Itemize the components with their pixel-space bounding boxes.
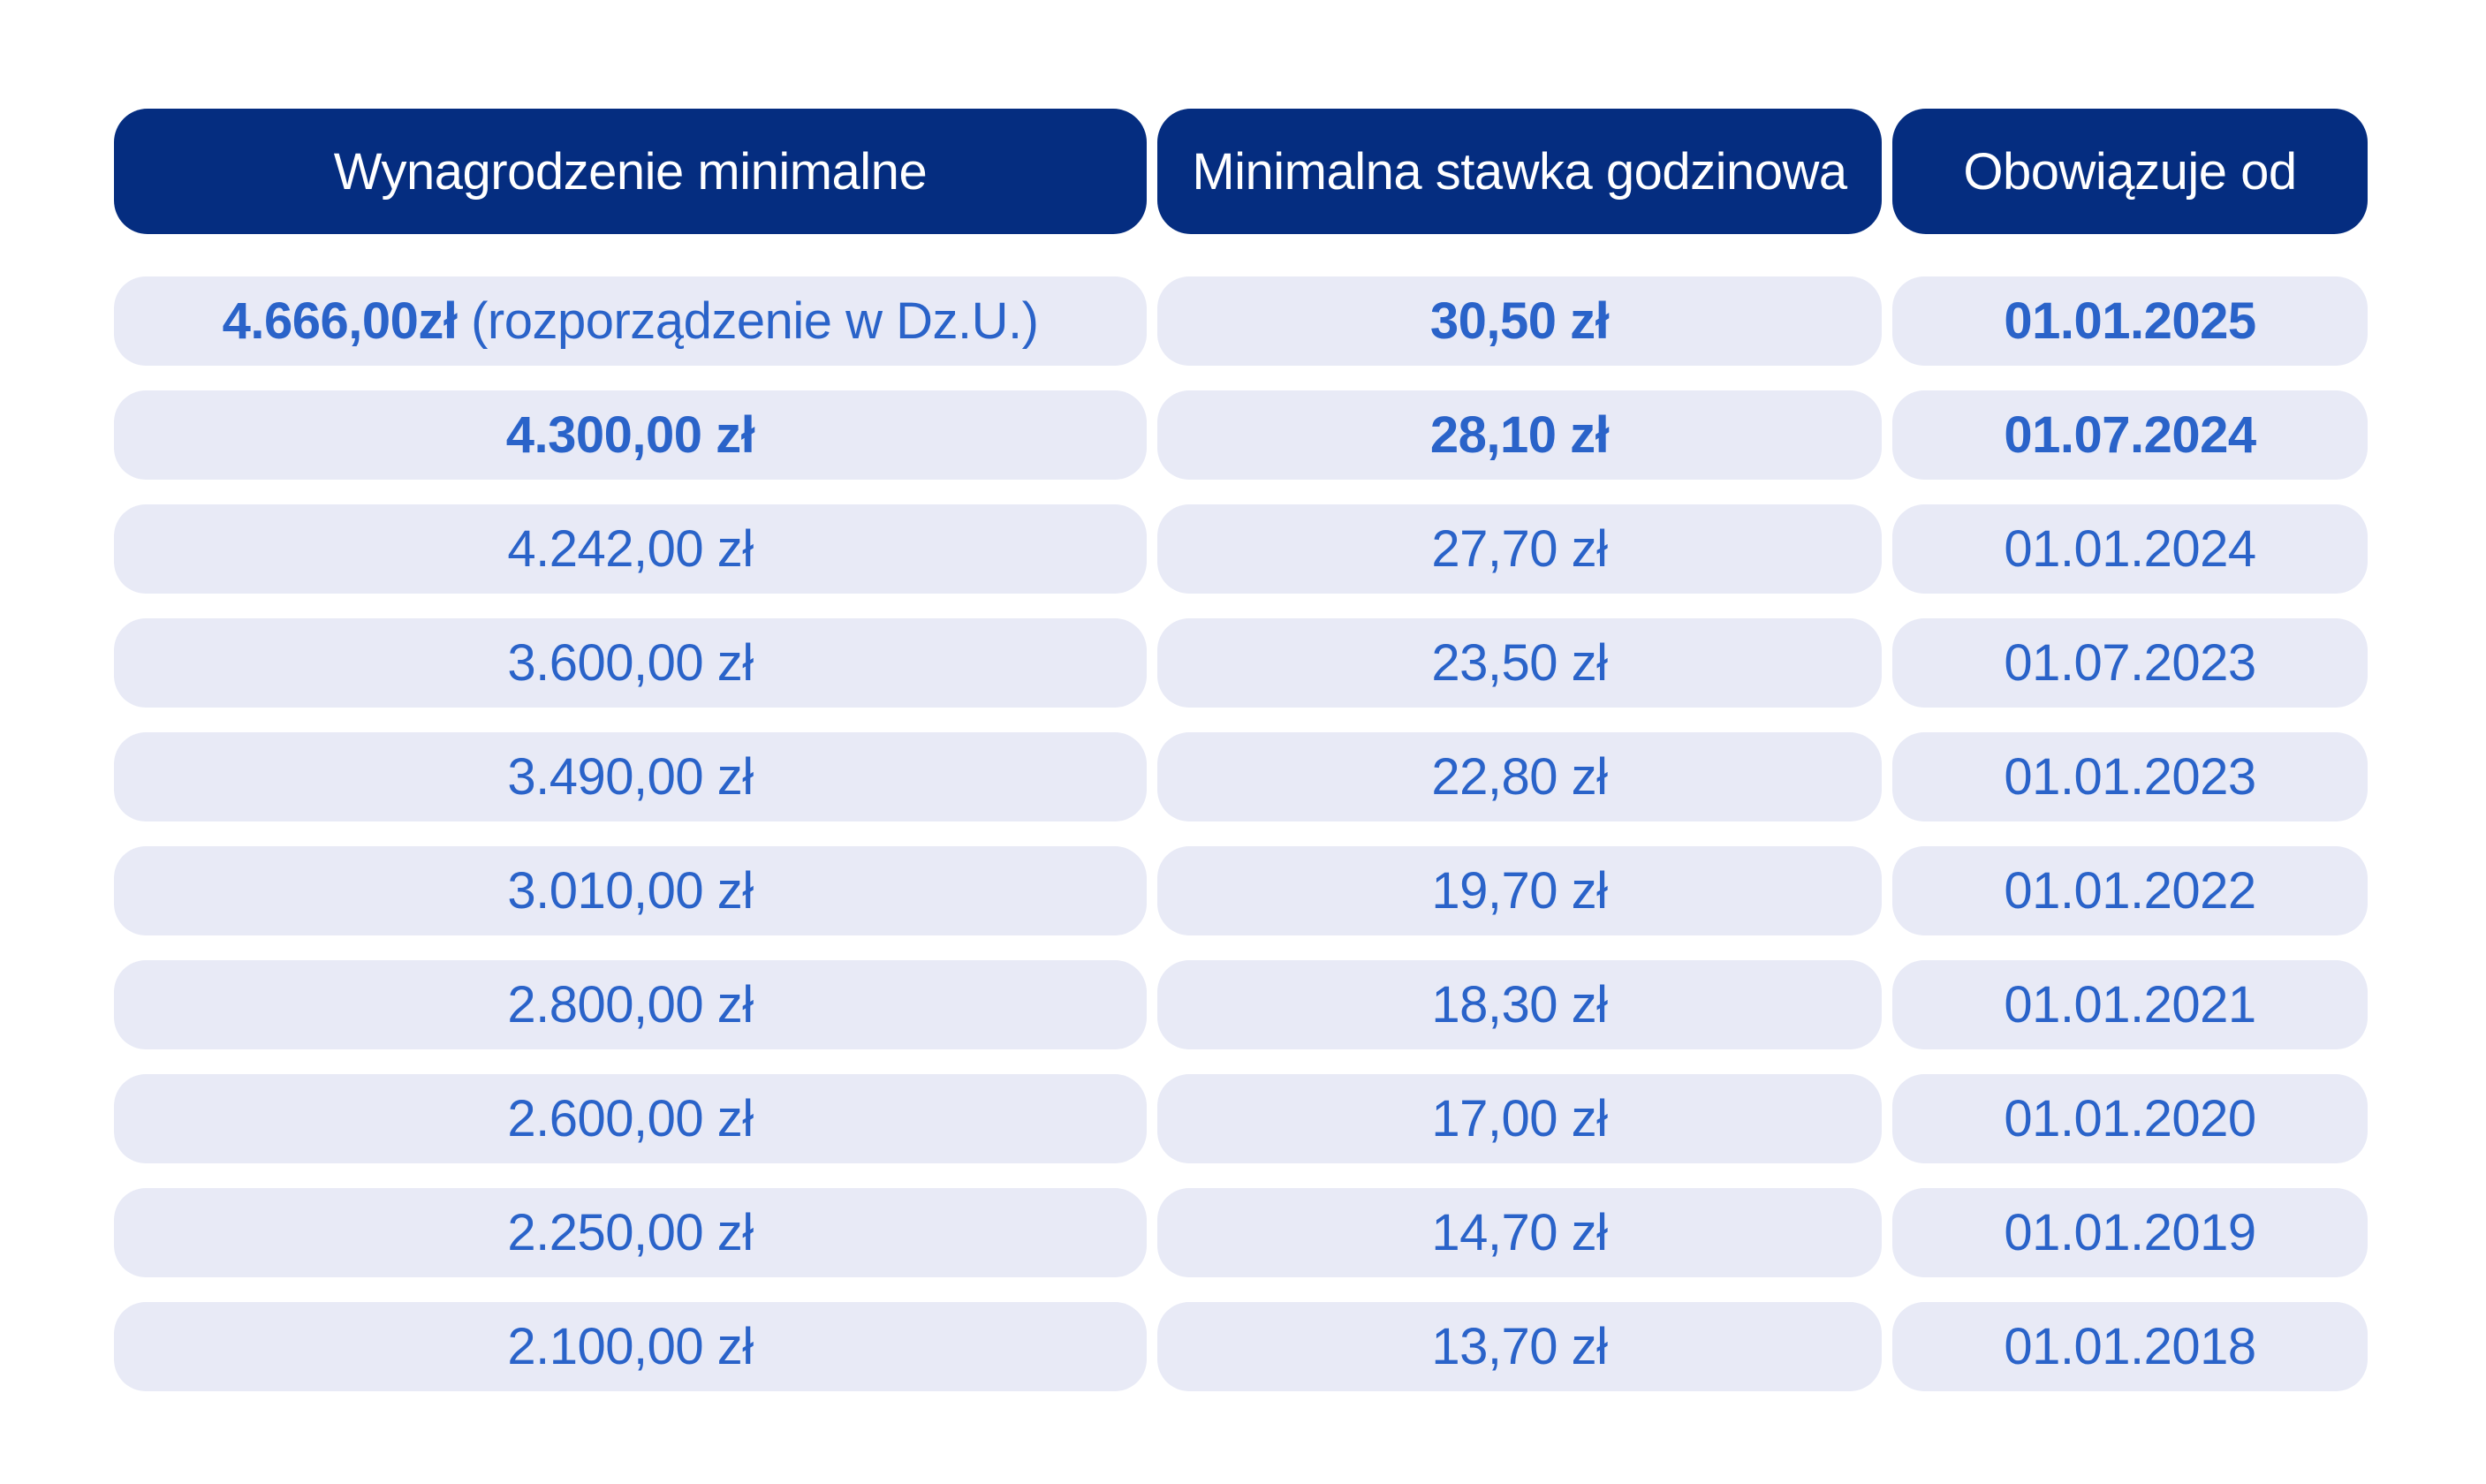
cell-minimum-wage: 2.250,00 zł [114, 1188, 1147, 1277]
cell-minimum-wage: 3.490,00 zł [114, 732, 1147, 822]
minimum-wage-value: 4.300,00 zł [505, 406, 755, 464]
minimum-wage-value: 4.666,00zł [222, 292, 458, 350]
cell-hourly-rate: 17,00 zł [1157, 1074, 1882, 1163]
cell-effective-from: 01.01.2020 [1892, 1074, 2368, 1163]
minimum-wage-table: Wynagrodzenie minimalne Minimalna stawka… [114, 109, 2368, 1391]
minimum-wage-value: 2.600,00 zł [507, 1090, 754, 1147]
table-rows: 4.666,00zł (rozporządzenie w Dz.U.) 30,50… [114, 276, 2368, 1391]
cell-effective-from: 01.01.2018 [1892, 1302, 2368, 1391]
table-row: 2.600,00 zł 17,00 zł 01.01.2020 [114, 1074, 2368, 1163]
table-row: 3.490,00 zł 22,80 zł 01.01.2023 [114, 732, 2368, 822]
cell-hourly-rate: 28,10 zł [1157, 390, 1882, 480]
hourly-rate-value: 13,70 zł [1431, 1318, 1608, 1375]
minimum-wage-value: 3.600,00 zł [507, 634, 754, 692]
header-cell-minimum-wage: Wynagrodzenie minimalne [114, 109, 1147, 234]
table-row: 2.250,00 zł 14,70 zł 01.01.2019 [114, 1188, 2368, 1277]
effective-from-value: 01.01.2021 [2004, 976, 2256, 1034]
cell-hourly-rate: 23,50 zł [1157, 618, 1882, 708]
table-row: 3.600,00 zł 23,50 zł 01.07.2023 [114, 618, 2368, 708]
cell-minimum-wage: 2.800,00 zł [114, 960, 1147, 1049]
minimum-wage-value: 4.242,00 zł [507, 520, 754, 578]
cell-minimum-wage: 2.100,00 zł [114, 1302, 1147, 1391]
hourly-rate-value: 17,00 zł [1431, 1090, 1608, 1147]
cell-effective-from: 01.07.2023 [1892, 618, 2368, 708]
cell-minimum-wage: 4.666,00zł (rozporządzenie w Dz.U.) [114, 276, 1147, 366]
table-row: 2.100,00 zł 13,70 zł 01.01.2018 [114, 1302, 2368, 1391]
cell-hourly-rate: 14,70 zł [1157, 1188, 1882, 1277]
cell-minimum-wage: 3.010,00 zł [114, 846, 1147, 935]
hourly-rate-value: 18,30 zł [1431, 976, 1608, 1034]
table-row: 4.300,00 zł 28,10 zł 01.07.2024 [114, 390, 2368, 480]
cell-hourly-rate: 19,70 zł [1157, 846, 1882, 935]
table-row: 4.242,00 zł 27,70 zł 01.01.2024 [114, 504, 2368, 594]
cell-hourly-rate: 22,80 zł [1157, 732, 1882, 822]
cell-effective-from: 01.01.2024 [1892, 504, 2368, 594]
header-cell-hourly-rate: Minimalna stawka godzinowa [1157, 109, 1882, 234]
cell-minimum-wage: 3.600,00 zł [114, 618, 1147, 708]
effective-from-value: 01.01.2018 [2004, 1318, 2256, 1375]
effective-from-value: 01.07.2023 [2004, 634, 2256, 692]
effective-from-value: 01.07.2024 [2004, 406, 2256, 464]
table-row: 2.800,00 zł 18,30 zł 01.01.2021 [114, 960, 2368, 1049]
minimum-wage-value: 2.100,00 zł [507, 1318, 754, 1375]
table-row: 3.010,00 zł 19,70 zł 01.01.2022 [114, 846, 2368, 935]
minimum-wage-value: 2.250,00 zł [507, 1204, 754, 1261]
minimum-wage-value: 3.010,00 zł [507, 862, 754, 920]
effective-from-value: 01.01.2023 [2004, 748, 2256, 806]
hourly-rate-value: 14,70 zł [1431, 1204, 1608, 1261]
cell-hourly-rate: 18,30 zł [1157, 960, 1882, 1049]
cell-hourly-rate: 27,70 zł [1157, 504, 1882, 594]
hourly-rate-value: 27,70 zł [1431, 520, 1608, 578]
hourly-rate-value: 23,50 zł [1431, 634, 1608, 692]
minimum-wage-value: 3.490,00 zł [507, 748, 754, 806]
effective-from-value: 01.01.2025 [2004, 292, 2256, 350]
effective-from-value: 01.01.2020 [2004, 1090, 2256, 1147]
header-cell-effective-from: Obowiązuje od [1892, 109, 2368, 234]
minimum-wage-note: (rozporządzenie w Dz.U.) [471, 292, 1039, 350]
cell-effective-from: 01.07.2024 [1892, 390, 2368, 480]
cell-effective-from: 01.01.2021 [1892, 960, 2368, 1049]
table-header-row: Wynagrodzenie minimalne Minimalna stawka… [114, 109, 2368, 234]
cell-hourly-rate: 30,50 zł [1157, 276, 1882, 366]
hourly-rate-value: 30,50 zł [1429, 292, 1610, 350]
table-row: 4.666,00zł (rozporządzenie w Dz.U.) 30,50… [114, 276, 2368, 366]
cell-hourly-rate: 13,70 zł [1157, 1302, 1882, 1391]
hourly-rate-value: 28,10 zł [1429, 406, 1610, 464]
minimum-wage-value: 2.800,00 zł [507, 976, 754, 1034]
cell-effective-from: 01.01.2025 [1892, 276, 2368, 366]
cell-effective-from: 01.01.2022 [1892, 846, 2368, 935]
hourly-rate-value: 19,70 zł [1431, 862, 1608, 920]
effective-from-value: 01.01.2019 [2004, 1204, 2256, 1261]
cell-minimum-wage: 4.300,00 zł [114, 390, 1147, 480]
effective-from-value: 01.01.2024 [2004, 520, 2256, 578]
cell-effective-from: 01.01.2023 [1892, 732, 2368, 822]
hourly-rate-value: 22,80 zł [1431, 748, 1608, 806]
effective-from-value: 01.01.2022 [2004, 862, 2256, 920]
cell-minimum-wage: 4.242,00 zł [114, 504, 1147, 594]
cell-minimum-wage: 2.600,00 zł [114, 1074, 1147, 1163]
cell-effective-from: 01.01.2019 [1892, 1188, 2368, 1277]
